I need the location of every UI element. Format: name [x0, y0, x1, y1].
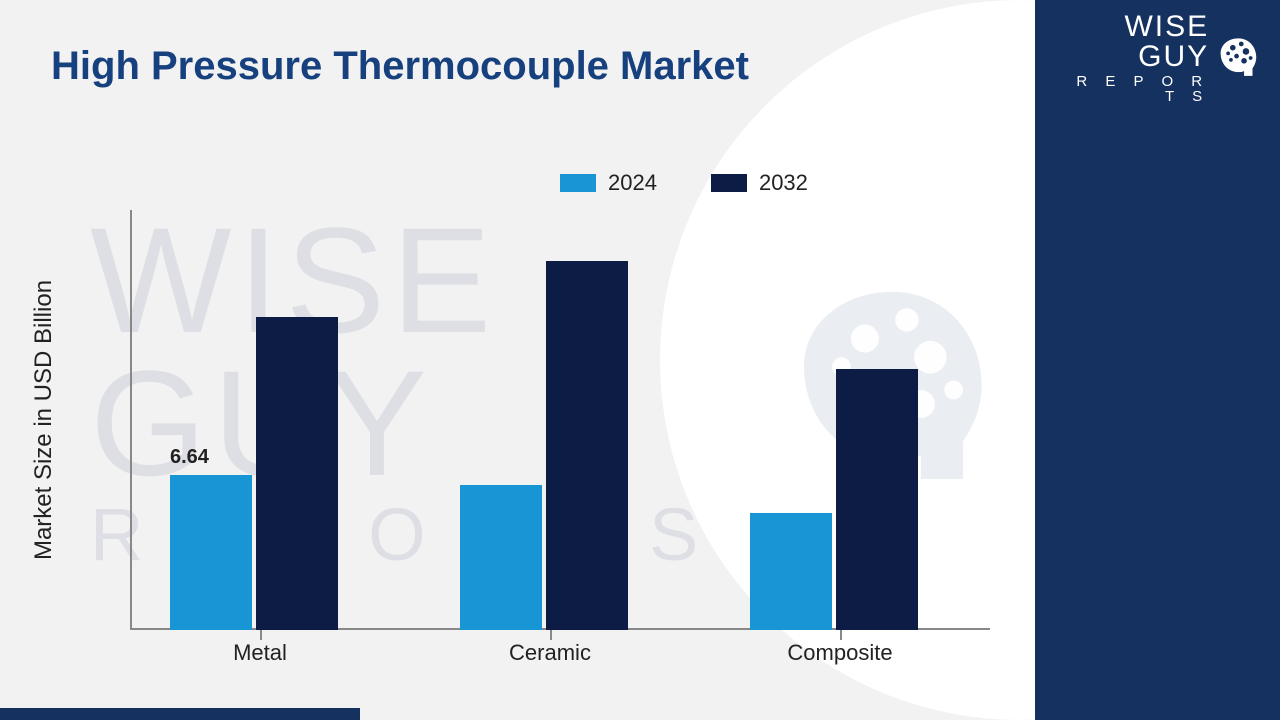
chart-title: High Pressure Thermocouple Market: [0, 44, 800, 89]
x-tick: [840, 630, 842, 640]
brand-head-icon: [1215, 30, 1262, 86]
category-label-metal: Metal: [170, 640, 350, 666]
brand-logo: WISE GUY R E P O R T S: [1052, 18, 1262, 98]
x-tick: [260, 630, 262, 640]
legend: 2024 2032: [560, 170, 808, 196]
right-panel: [1035, 0, 1280, 720]
bar-2024-metal: [170, 475, 252, 630]
bottom-strip: [0, 708, 360, 720]
x-tick: [550, 630, 552, 640]
legend-label-2024: 2024: [608, 170, 657, 196]
page-root: WISE GUY R E P O R T S WISE GUY REPORTS: [0, 0, 1280, 720]
legend-swatch-2032: [711, 174, 747, 192]
legend-item-2024: 2024: [560, 170, 657, 196]
y-axis-title: Market Size in USD Billion: [30, 200, 70, 640]
bar-value-label: 6.64: [170, 446, 209, 469]
category-label-composite: Composite: [750, 640, 930, 666]
brand-line1: WISE GUY: [1052, 12, 1209, 72]
bar-2032-composite: [836, 369, 918, 630]
bar-2024-composite: [750, 513, 832, 630]
legend-item-2032: 2032: [711, 170, 808, 196]
y-axis-line: [130, 210, 132, 630]
legend-label-2032: 2032: [759, 170, 808, 196]
plot-area: 6.64MetalCeramicComposite: [130, 210, 990, 630]
legend-swatch-2024: [560, 174, 596, 192]
bar-2032-metal: [256, 317, 338, 630]
category-label-ceramic: Ceramic: [460, 640, 640, 666]
bar-2032-ceramic: [546, 261, 628, 630]
bar-2024-ceramic: [460, 485, 542, 630]
brand-line2: R E P O R T S: [1052, 74, 1209, 104]
